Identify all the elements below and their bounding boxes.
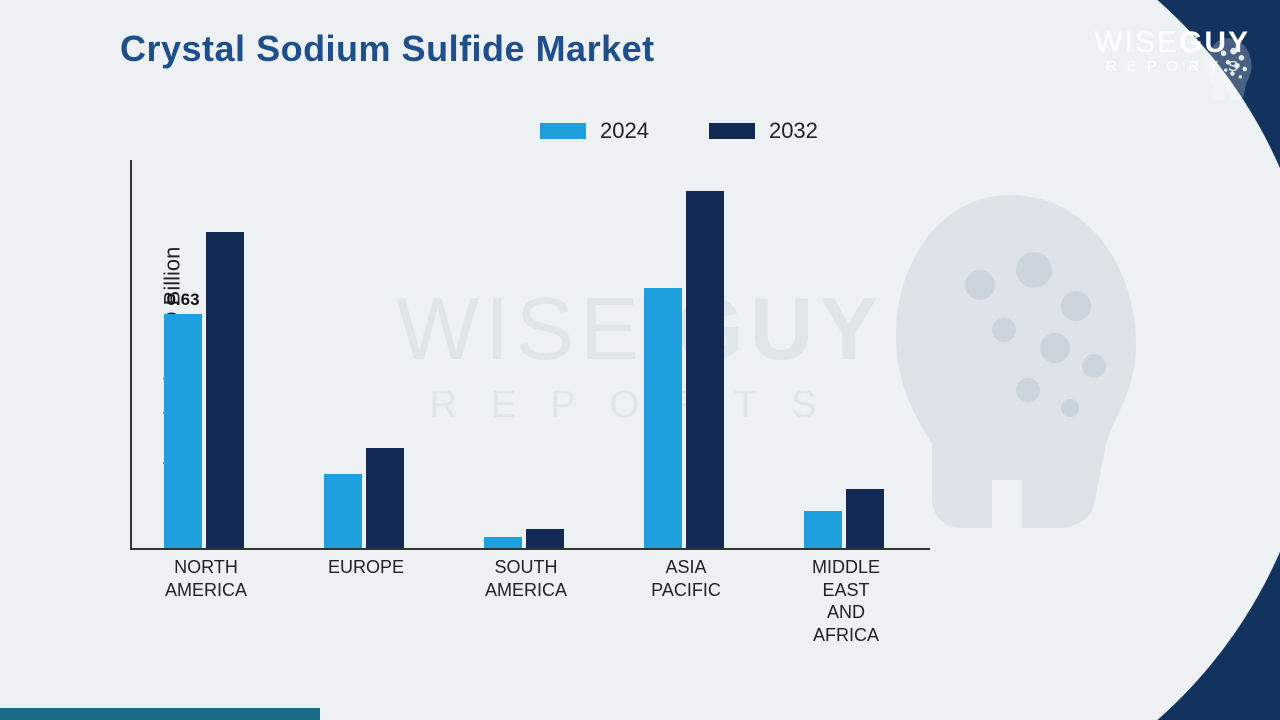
bar (686, 191, 724, 548)
category-label: ASIAPACIFIC (616, 548, 756, 601)
bar (846, 489, 884, 548)
legend-swatch (540, 123, 586, 139)
bar (484, 537, 522, 548)
category-label: EUROPE (296, 548, 436, 579)
brand-logo: WISEGUY REPORTS (1094, 26, 1250, 75)
bar (324, 474, 362, 548)
plot-area: 0.63NORTHAMERICAEUROPESOUTHAMERICAASIAPA… (130, 160, 930, 550)
bar (366, 448, 404, 548)
brand-head-icon (1200, 34, 1256, 104)
bar-chart: Market Size in USD Billion 0.63NORTHAMER… (100, 160, 930, 590)
bar (206, 232, 244, 548)
legend-label: 2024 (600, 118, 649, 144)
chart-legend: 2024 2032 (540, 118, 818, 144)
bar (526, 529, 564, 548)
legend-item: 2024 (540, 118, 649, 144)
bar-value-label: 0.63 (166, 290, 199, 314)
legend-label: 2032 (769, 118, 818, 144)
category-label: MIDDLEEASTANDAFRICA (776, 548, 916, 646)
page-root: WISE GUY REPORTS Crystal Sodium Sulfide … (0, 0, 1280, 720)
legend-item: 2032 (709, 118, 818, 144)
chart-title: Crystal Sodium Sulfide Market (120, 28, 655, 70)
bar (644, 288, 682, 548)
bottom-accent-strip (0, 708, 320, 720)
category-label: SOUTHAMERICA (456, 548, 596, 601)
legend-swatch (709, 123, 755, 139)
bar (804, 511, 842, 548)
category-label: NORTHAMERICA (136, 548, 276, 601)
bar: 0.63 (164, 314, 202, 548)
